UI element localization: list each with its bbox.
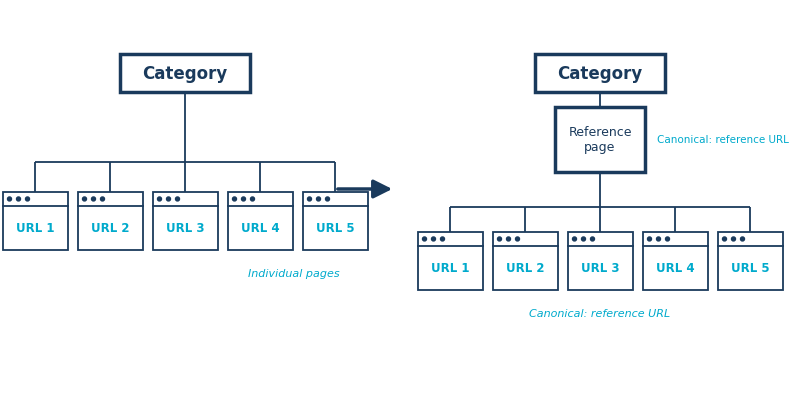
Circle shape: [91, 197, 95, 201]
Text: Category: Category: [558, 65, 642, 83]
Circle shape: [666, 237, 670, 241]
Bar: [535, 55, 665, 93]
Text: URL 1: URL 1: [16, 222, 54, 235]
Circle shape: [731, 237, 735, 241]
Circle shape: [82, 197, 86, 201]
Bar: [227, 192, 293, 250]
Circle shape: [101, 197, 105, 201]
Circle shape: [741, 237, 745, 241]
Bar: [418, 233, 482, 290]
Circle shape: [441, 237, 445, 241]
Circle shape: [582, 237, 586, 241]
Bar: [642, 233, 707, 290]
Text: URL 5: URL 5: [730, 262, 770, 275]
Circle shape: [515, 237, 519, 241]
Circle shape: [233, 197, 237, 201]
Text: URL 2: URL 2: [506, 262, 544, 275]
Text: Canonical: reference URL: Canonical: reference URL: [530, 308, 670, 318]
Text: URL 5: URL 5: [316, 222, 354, 235]
Bar: [567, 233, 633, 290]
Circle shape: [317, 197, 321, 201]
Text: URL 3: URL 3: [166, 222, 204, 235]
Text: Reference
page: Reference page: [568, 126, 632, 154]
Circle shape: [307, 197, 311, 201]
Text: URL 3: URL 3: [581, 262, 619, 275]
Circle shape: [7, 197, 11, 201]
Bar: [78, 192, 142, 250]
Bar: [718, 233, 782, 290]
Circle shape: [657, 237, 661, 241]
Bar: [120, 55, 250, 93]
Circle shape: [506, 237, 510, 241]
Circle shape: [590, 237, 594, 241]
Circle shape: [26, 197, 30, 201]
Text: URL 1: URL 1: [430, 262, 470, 275]
Bar: [555, 108, 645, 172]
Circle shape: [250, 197, 254, 201]
Circle shape: [166, 197, 170, 201]
Bar: [302, 192, 367, 250]
Circle shape: [17, 197, 21, 201]
Text: URL 4: URL 4: [241, 222, 279, 235]
Circle shape: [431, 237, 435, 241]
Circle shape: [242, 197, 246, 201]
Text: URL 4: URL 4: [656, 262, 694, 275]
Circle shape: [498, 237, 502, 241]
Bar: [2, 192, 67, 250]
Circle shape: [573, 237, 577, 241]
Bar: [153, 192, 218, 250]
Text: Canonical: reference URL: Canonical: reference URL: [657, 135, 789, 145]
Circle shape: [175, 197, 179, 201]
Text: URL 2: URL 2: [90, 222, 130, 235]
Text: Individual pages: Individual pages: [248, 268, 340, 278]
Circle shape: [326, 197, 330, 201]
Text: Category: Category: [142, 65, 228, 83]
Circle shape: [722, 237, 726, 241]
Circle shape: [158, 197, 162, 201]
Bar: [493, 233, 558, 290]
Circle shape: [422, 237, 426, 241]
Circle shape: [647, 237, 651, 241]
